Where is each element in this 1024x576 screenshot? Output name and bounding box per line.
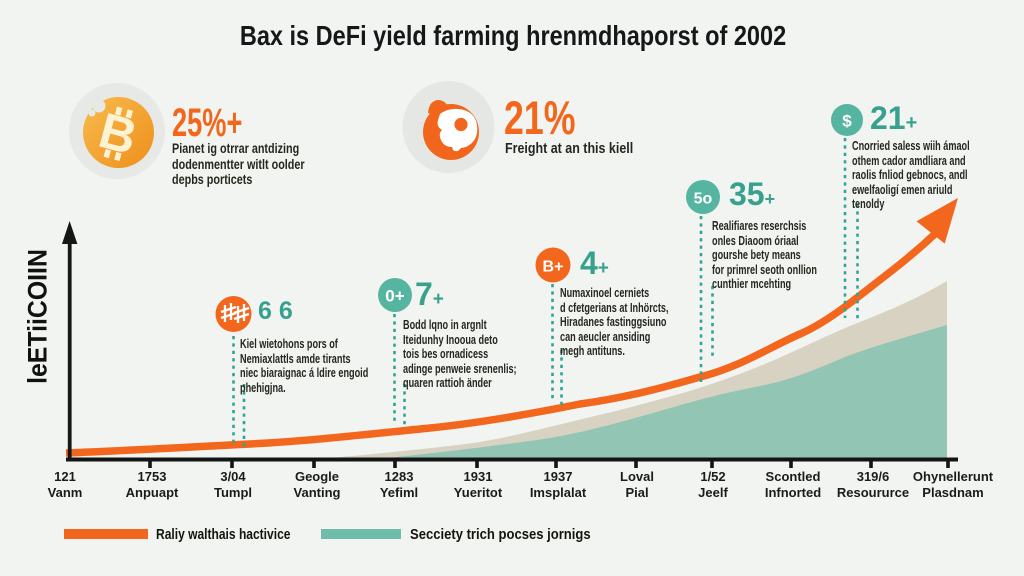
svg-text:0+: 0+ [385, 287, 404, 306]
svg-text:B+: B+ [543, 259, 564, 276]
svg-text:5o: 5o [694, 191, 713, 208]
svg-text:$: $ [842, 112, 852, 131]
